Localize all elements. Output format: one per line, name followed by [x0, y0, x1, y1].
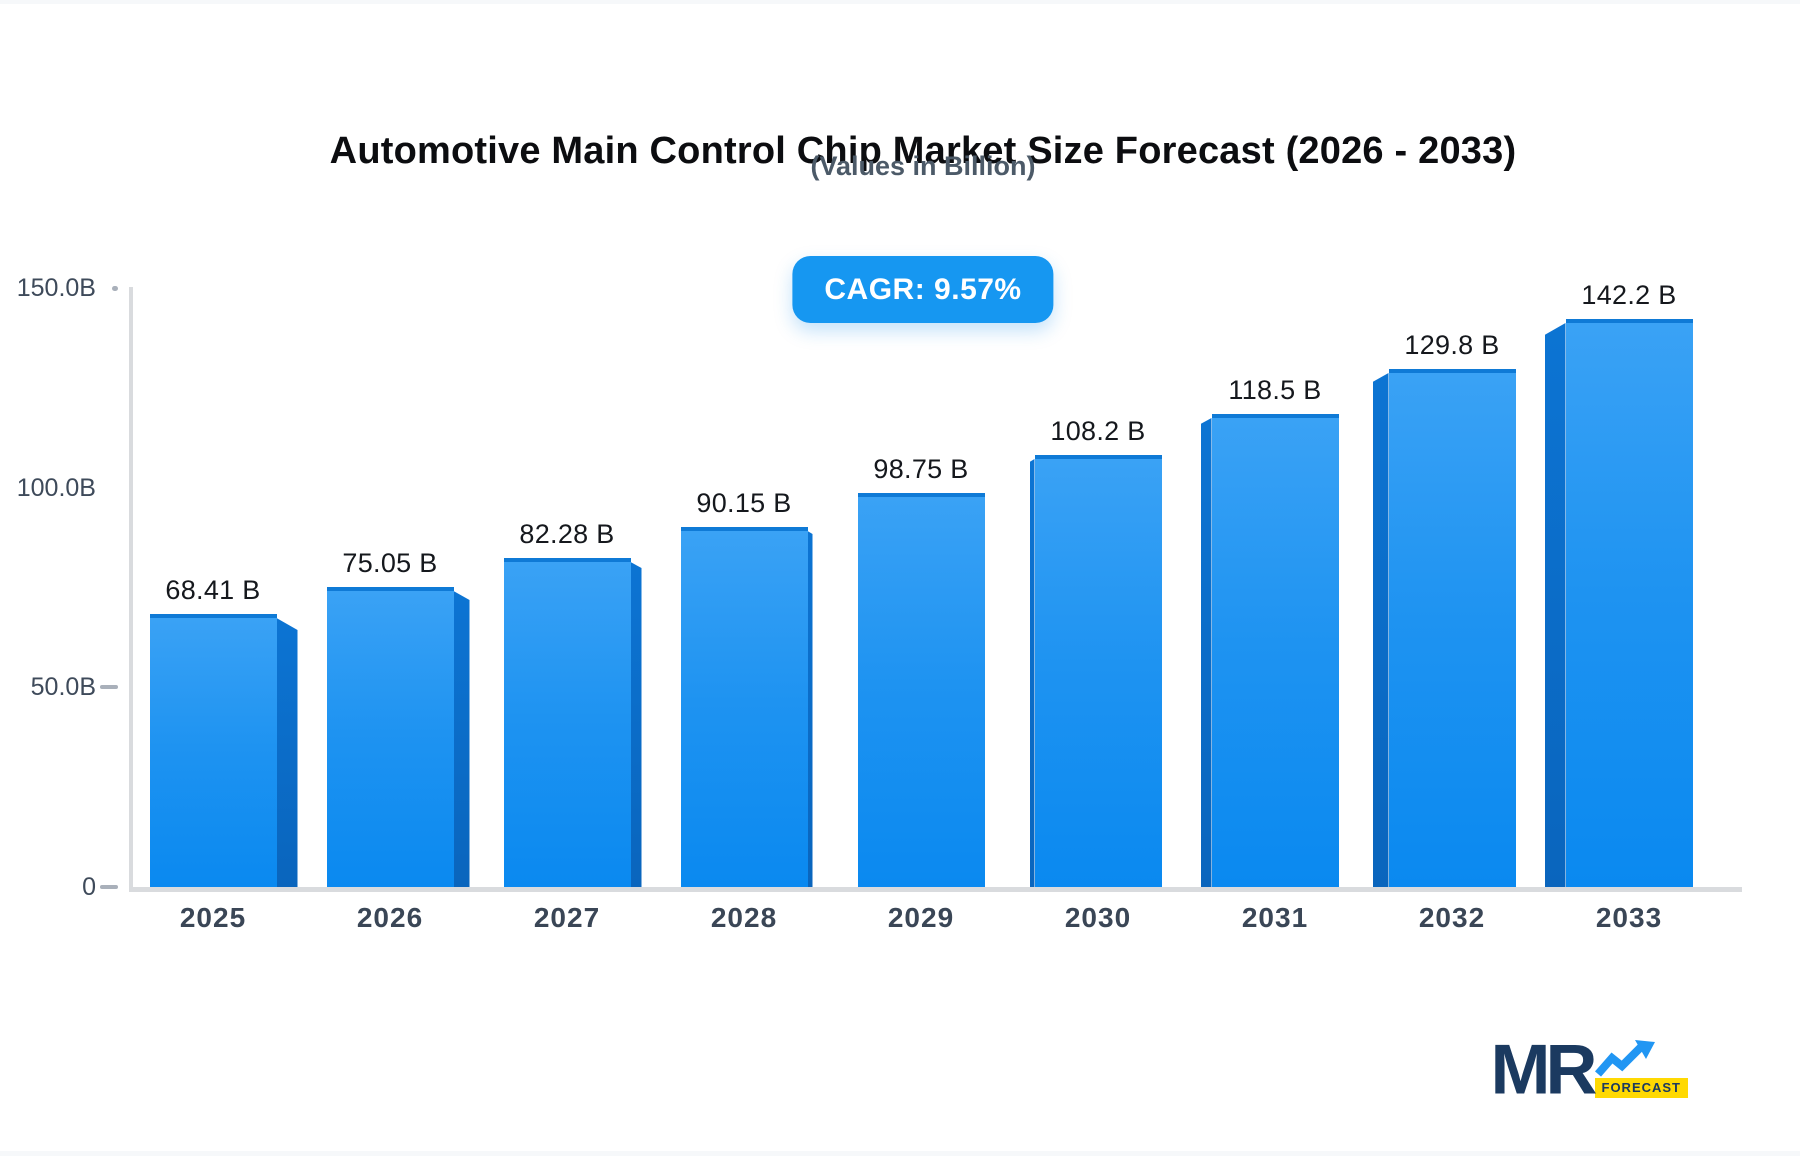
bar-2033: 142.2 B [1544, 280, 1693, 887]
bar-side-face [453, 591, 470, 887]
chart-subtitle: (Values in Billion) [810, 151, 1036, 181]
x-axis-label-2029: 2029 [887, 902, 955, 933]
bar-value-label: 118.5 B [1228, 375, 1322, 405]
x-axis-label-2032: 2032 [1418, 902, 1486, 933]
bar-side-face [1544, 323, 1566, 887]
bar-side-face [1029, 459, 1035, 887]
bar-side-face [807, 531, 813, 887]
cagr-badge: CAGR: 9.57% [792, 256, 1054, 323]
bar-value-label: 75.05 B [342, 548, 438, 578]
bar-side-face [1200, 418, 1212, 887]
y-axis-tick [100, 685, 118, 690]
bar-2025: 68.41 B [149, 575, 298, 887]
x-axis-baseline [129, 887, 1742, 892]
page-edge-top [0, 0, 1800, 4]
bar-side-face [630, 562, 642, 887]
x-axis-label-2026: 2026 [356, 902, 424, 933]
logo-mr-text: MR [1490, 1030, 1598, 1110]
bar-value-label: 68.41 B [165, 575, 261, 605]
bar-2032: 129.8 B [1372, 330, 1516, 887]
logo-right-column: FORECAST [1594, 1040, 1688, 1098]
bar-value-label: 129.8 B [1404, 330, 1500, 360]
y-axis-label-150.0B: 150.0B [16, 274, 96, 302]
bar-value-label: 142.2 B [1581, 280, 1677, 310]
bar-2029: 98.75 B [857, 454, 985, 887]
x-axis-label-2025: 2025 [179, 902, 247, 933]
bar-2028: 90.15 B [680, 488, 813, 887]
x-axis-label-2031: 2031 [1241, 902, 1309, 933]
y-axis-label-100.0B: 100.0B [16, 473, 96, 502]
y-axis-label-50.0B: 50.0B [30, 673, 96, 702]
x-axis-label-2028: 2028 [710, 902, 778, 933]
y-axis-tick [100, 885, 118, 889]
bar-2030: 108.2 B [1029, 416, 1162, 887]
bar-value-label: 90.15 B [696, 488, 792, 518]
x-axis-label-2033: 2033 [1595, 902, 1663, 933]
bar-side-face [1372, 373, 1389, 887]
bar-side-face [276, 618, 298, 887]
chart-title: Automotive Main Control Chip Market Size… [329, 130, 1517, 173]
bar-value-label: 98.75 B [873, 454, 969, 484]
page-edge-bottom [0, 1151, 1800, 1156]
y-axis-label-0: 0 [82, 873, 96, 901]
plot-area: 68.41 B 75.05 B 82.28 B 90.15 B 98.75 B 108.2… [149, 280, 1693, 887]
bar-value-label: 108.2 B [1050, 416, 1146, 446]
mr-forecast-logo: MR FORECAST [1490, 1030, 1688, 1110]
bar-2027: 82.28 B [503, 519, 642, 887]
x-axis-label-2030: 2030 [1064, 902, 1132, 933]
bar-2031: 118.5 B [1200, 375, 1339, 887]
logo-forecast-badge: FORECAST [1594, 1078, 1688, 1098]
y-axis-line [129, 287, 133, 891]
bar-value-label: 82.28 B [519, 519, 615, 549]
y-axis-tick [112, 286, 118, 291]
trend-arrow-icon [1594, 1040, 1655, 1077]
bar-2026: 75.05 B [326, 548, 470, 887]
x-axis-label-2027: 2027 [533, 902, 601, 933]
